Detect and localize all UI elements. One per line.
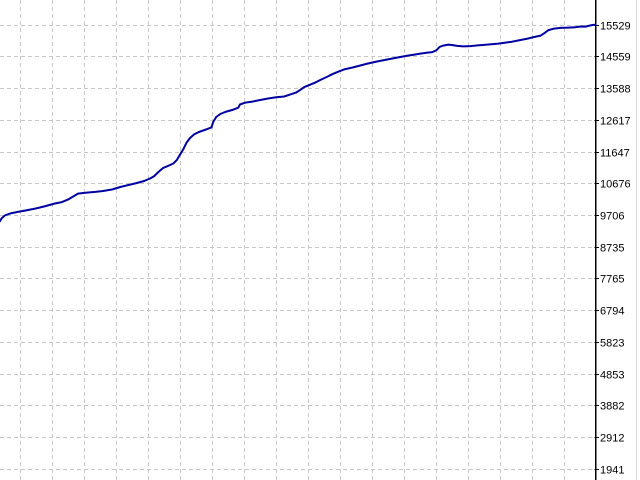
- y-axis-label: 3882: [600, 401, 624, 413]
- y-axis-label: 5823: [600, 338, 624, 350]
- y-axis-label: 4853: [600, 370, 624, 382]
- y-axis-label: 7765: [600, 274, 624, 286]
- y-axis-label: 10676: [600, 179, 631, 191]
- y-axis-label: 6794: [600, 306, 624, 318]
- y-axis-label: 12617: [600, 116, 631, 128]
- y-axis-label: 11647: [600, 148, 630, 160]
- y-axis-label: 13588: [600, 84, 631, 96]
- y-axis-label: 9706: [600, 211, 624, 223]
- y-axis-label: 14559: [600, 52, 631, 64]
- y-axis-label: 2912: [600, 433, 624, 445]
- y-axis-label: 15529: [600, 21, 631, 33]
- balance-line: [0, 23, 597, 223]
- y-axis-label: 1941: [600, 465, 624, 477]
- y-axis-label: 8735: [600, 243, 624, 255]
